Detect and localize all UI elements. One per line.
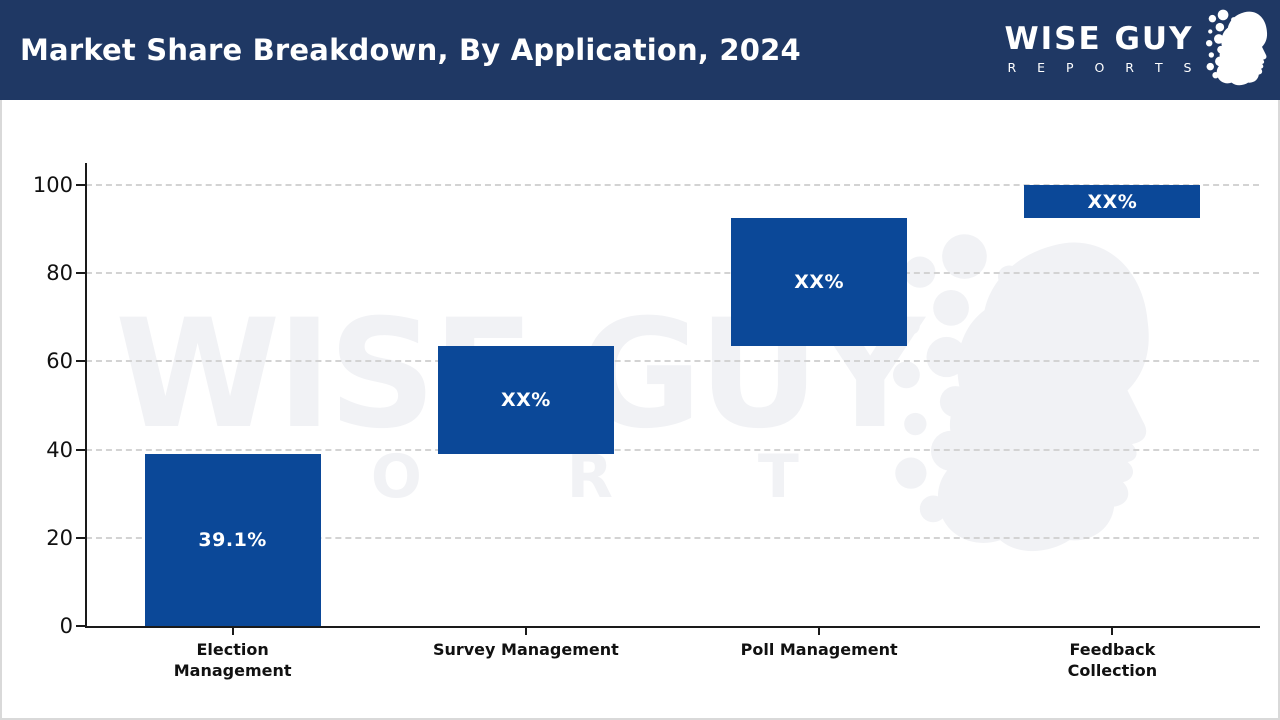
x-tick-mark — [1111, 626, 1114, 635]
x-axis-spine — [85, 626, 1260, 628]
y-tick-mark — [76, 360, 86, 363]
bar-value-label: XX% — [1087, 190, 1138, 213]
x-category-label: Poll Management — [689, 639, 949, 660]
y-tick-mark — [76, 536, 86, 539]
y-tick-label: 60 — [46, 349, 73, 374]
y-tick-label: 0 — [59, 614, 73, 638]
bar-segment: XX% — [437, 345, 614, 454]
x-category-label-line: Survey Management — [432, 640, 619, 659]
x-category-label-line: Poll Management — [740, 640, 898, 659]
x-tick-mark — [524, 626, 527, 635]
y-tick-mark — [76, 448, 86, 451]
y-tick-label: 40 — [46, 437, 73, 462]
y-tick-mark — [76, 184, 86, 186]
brand-logo-subname: R E P O R T S — [1007, 60, 1200, 75]
brand-logo: WISE GUY R E P O R T S — [1004, 8, 1270, 88]
x-category-label-line: Collection — [1067, 661, 1158, 680]
bar-value-label: XX% — [794, 271, 845, 293]
gridline-80 — [86, 272, 1259, 275]
gridline-20 — [86, 536, 1259, 539]
x-category-label: Feedback Collection — [982, 639, 1242, 681]
x-tick-mark — [818, 626, 821, 635]
y-axis-spine — [85, 163, 87, 628]
x-category-label: Election Management — [103, 639, 363, 681]
gridline-100 — [86, 184, 1259, 186]
y-tick-mark — [76, 625, 86, 627]
gridline-60 — [86, 360, 1259, 363]
x-category-label-line: Management — [173, 661, 292, 680]
page-title: Market Share Breakdown, By Application, … — [20, 33, 801, 67]
brand-logo-text: WISE GUY R E P O R T S — [1004, 21, 1200, 75]
bar-value-label: 39.1% — [198, 528, 267, 551]
y-tick-label: 100 — [32, 173, 73, 197]
x-category-label-line: Feedback — [1069, 640, 1156, 659]
x-category-label-line: Election — [196, 640, 269, 659]
bar-segment: XX% — [731, 218, 908, 346]
brand-logo-name: WISE GUY — [1004, 21, 1194, 57]
y-tick-label: 20 — [46, 525, 73, 550]
bar-segment: 39.1% — [144, 453, 321, 626]
x-category-label: Survey Management — [396, 639, 656, 660]
watermark-head-profile-icon — [893, 226, 1161, 564]
dotted-head-profile-icon — [1206, 8, 1270, 88]
x-tick-mark — [231, 626, 234, 635]
header-bar: Market Share Breakdown, By Application, … — [0, 0, 1280, 100]
gridline-40 — [86, 448, 1259, 451]
y-tick-label: 80 — [46, 261, 73, 286]
y-tick-mark — [76, 272, 86, 275]
bar-value-label: XX% — [500, 388, 551, 411]
bar-segment: XX% — [1024, 185, 1201, 219]
